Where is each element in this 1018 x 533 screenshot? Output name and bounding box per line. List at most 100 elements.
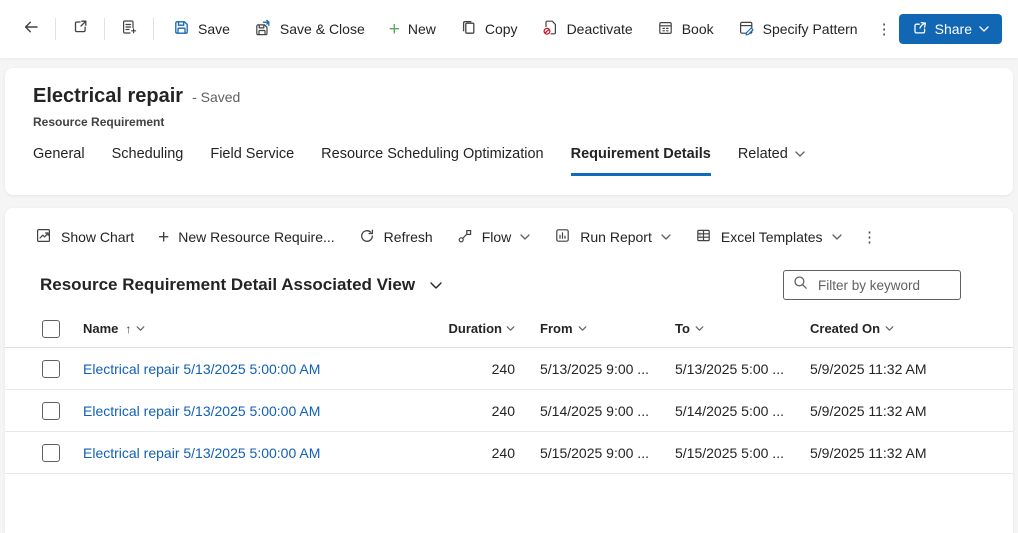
- copy-button[interactable]: Copy: [448, 11, 530, 47]
- copy-label: Copy: [484, 21, 518, 37]
- column-header-duration[interactable]: Duration: [435, 321, 515, 336]
- plus-icon: +: [158, 226, 170, 248]
- record-header-card: Electrical repair - Saved Resource Requi…: [5, 68, 1013, 195]
- column-header-from[interactable]: From: [515, 321, 675, 336]
- created-on-value: 5/9/2025 11:32 AM: [810, 360, 927, 377]
- tab-scheduling[interactable]: Scheduling: [111, 146, 184, 162]
- form-tabs: General Scheduling Field Service Resourc…: [33, 146, 985, 176]
- header-select-all-cell: [5, 319, 83, 338]
- specify-pattern-label: Specify Pattern: [762, 21, 858, 37]
- specify-pattern-button[interactable]: Specify Pattern: [726, 11, 870, 47]
- tab-related[interactable]: Related: [738, 146, 805, 176]
- chevron-down-icon: [695, 326, 704, 331]
- excel-templates-button[interactable]: Excel Templates: [683, 219, 854, 255]
- flow-icon: [457, 228, 473, 247]
- save-and-close-label: Save & Close: [279, 21, 365, 37]
- new-resource-requirement-label: New Resource Require...: [178, 229, 335, 245]
- table-row: Electrical repair 5/13/2025 5:00:00 AM 2…: [5, 348, 1013, 390]
- divider: [153, 18, 154, 40]
- tab-requirement-details[interactable]: Requirement Details: [570, 146, 711, 176]
- to-value: 5/15/2025 5:00 ...: [675, 444, 784, 461]
- row-checkbox[interactable]: [42, 443, 60, 462]
- more-commands-button[interactable]: ⋮: [870, 12, 899, 46]
- column-header-created-on[interactable]: Created On: [810, 321, 1013, 336]
- record-link[interactable]: Electrical repair 5/13/2025 5:00:00 AM: [83, 402, 321, 419]
- book-button[interactable]: Book: [645, 11, 726, 47]
- page-title: Electrical repair: [33, 85, 184, 107]
- chevron-down-icon: [578, 326, 587, 331]
- save-status: - Saved: [192, 89, 241, 105]
- top-command-bar: Save Save & Close + New Copy Deactivate: [0, 0, 1018, 58]
- from-value: 5/15/2025 9:00 ...: [540, 444, 649, 461]
- chart-icon: [35, 227, 52, 247]
- column-header-to[interactable]: To: [675, 321, 810, 336]
- record-title-row: Electrical repair - Saved: [33, 85, 985, 108]
- from-value: 5/14/2025 9:00 ...: [540, 402, 649, 419]
- chevron-down-icon: [506, 326, 515, 331]
- chevron-down-icon: [979, 26, 989, 32]
- row-checkbox[interactable]: [42, 401, 60, 420]
- ellipsis-icon: ⋮: [862, 229, 878, 246]
- plus-icon: +: [388, 18, 400, 40]
- save-icon: [173, 19, 190, 39]
- record-link[interactable]: Electrical repair 5/13/2025 5:00:00 AM: [83, 360, 321, 377]
- sort-ascending-icon: ↑: [125, 321, 132, 336]
- grid-header-row: Name ↑ Duration From To: [5, 310, 1013, 348]
- tab-field-service[interactable]: Field Service: [210, 146, 295, 162]
- grid-more-commands-button[interactable]: ⋮: [854, 220, 886, 254]
- created-on-value: 5/9/2025 11:32 AM: [810, 402, 927, 419]
- deactivate-icon: [542, 19, 559, 39]
- share-button[interactable]: Share: [898, 14, 1002, 44]
- divider: [55, 18, 56, 40]
- record-link[interactable]: Electrical repair 5/13/2025 5:00:00 AM: [83, 444, 321, 461]
- flow-button[interactable]: Flow: [445, 219, 543, 255]
- from-value: 5/13/2025 9:00 ...: [540, 360, 649, 377]
- chevron-down-icon: [520, 234, 530, 240]
- run-report-label: Run Report: [580, 229, 652, 245]
- to-value: 5/13/2025 5:00 ...: [675, 360, 784, 377]
- excel-icon: [695, 227, 712, 247]
- chevron-down-icon: [795, 151, 805, 157]
- chevron-down-icon: [885, 326, 894, 331]
- new-label: New: [407, 21, 436, 37]
- popout-icon: [72, 18, 89, 40]
- new-button[interactable]: + New: [377, 11, 448, 47]
- report-icon: [554, 227, 571, 247]
- select-all-checkbox[interactable]: [42, 319, 60, 338]
- tab-general[interactable]: General: [33, 146, 85, 162]
- new-resource-requirement-detail-button[interactable]: + New Resource Require...: [146, 219, 347, 255]
- form-selector-button[interactable]: [112, 12, 146, 46]
- show-chart-button[interactable]: Show Chart: [23, 219, 146, 255]
- view-title-label: Resource Requirement Detail Associated V…: [40, 275, 416, 294]
- tab-resource-scheduling-optimization[interactable]: Resource Scheduling Optimization: [321, 146, 544, 162]
- back-button[interactable]: [14, 12, 48, 46]
- entity-name: Resource Requirement: [33, 115, 165, 129]
- deactivate-button[interactable]: Deactivate: [530, 11, 645, 47]
- chevron-down-icon: [661, 234, 671, 240]
- filter-keyword-input[interactable]: [816, 276, 951, 294]
- calendar-icon: [657, 19, 674, 39]
- row-checkbox[interactable]: [42, 359, 60, 378]
- duration-value: 240: [491, 444, 515, 461]
- view-header: Resource Requirement Detail Associated V…: [5, 262, 1013, 310]
- deactivate-label: Deactivate: [566, 21, 633, 37]
- table-row: Electrical repair 5/13/2025 5:00:00 AM 2…: [5, 432, 1013, 474]
- form-sparkle-icon: [120, 18, 138, 41]
- book-label: Book: [681, 21, 714, 37]
- chevron-down-icon: [136, 326, 145, 331]
- save-button[interactable]: Save: [161, 11, 242, 47]
- save-label: Save: [198, 21, 230, 37]
- subgrid-card: Show Chart + New Resource Require... Ref…: [5, 208, 1013, 533]
- filter-keyword-box: [783, 270, 961, 300]
- column-header-name[interactable]: Name ↑: [83, 321, 435, 336]
- refresh-button[interactable]: Refresh: [347, 219, 445, 255]
- save-and-close-button[interactable]: Save & Close: [242, 11, 377, 47]
- back-arrow-icon: [22, 18, 40, 41]
- run-report-button[interactable]: Run Report: [542, 219, 683, 255]
- open-in-new-window-button[interactable]: [63, 12, 97, 46]
- share-label: Share: [934, 21, 972, 37]
- flow-label: Flow: [481, 229, 512, 245]
- chevron-down-icon: [831, 234, 842, 240]
- view-selector[interactable]: Resource Requirement Detail Associated V…: [40, 275, 442, 295]
